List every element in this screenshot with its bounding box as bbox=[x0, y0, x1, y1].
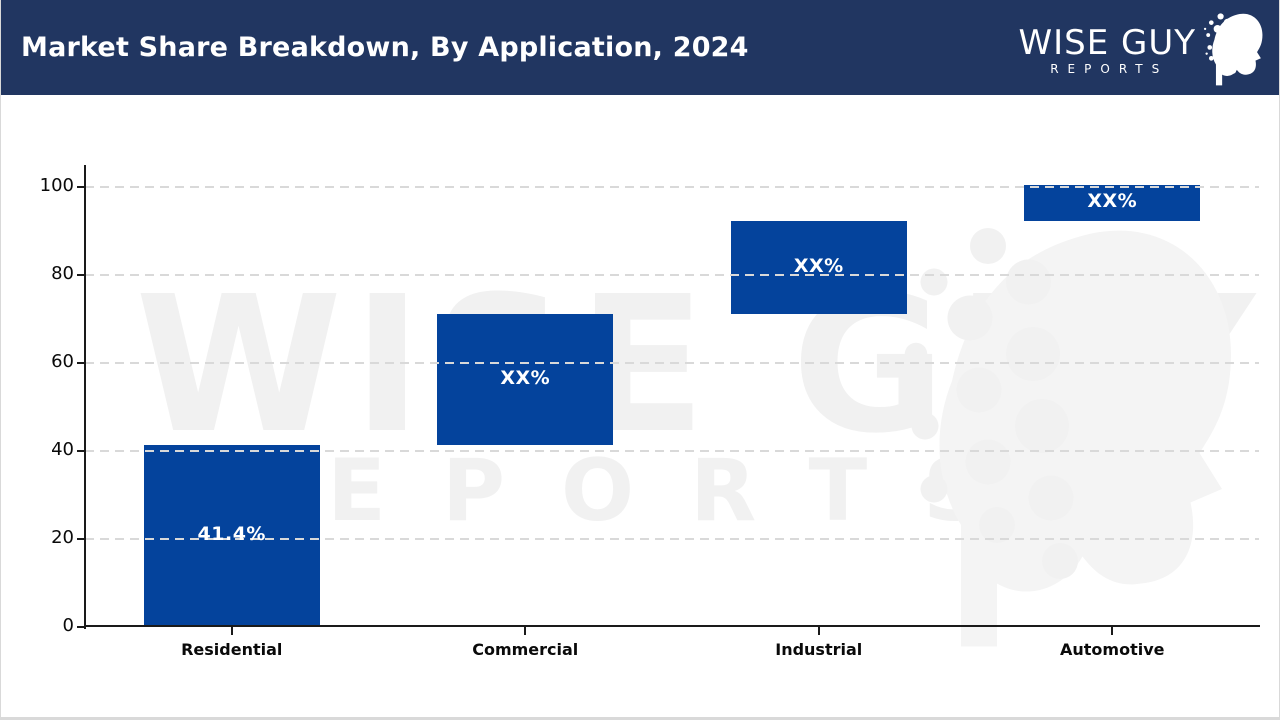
gridline-20 bbox=[85, 538, 1259, 540]
logo-text: WISE GUY REPORTS bbox=[1018, 26, 1196, 76]
logo-title: WISE GUY bbox=[1018, 23, 1196, 63]
x-tick-mark-automotive bbox=[1111, 627, 1114, 635]
y-tick-mark-0 bbox=[77, 626, 85, 628]
bar-value-label-residential: 41.4% bbox=[197, 522, 266, 545]
y-tick-mark-80 bbox=[77, 274, 85, 276]
y-tick-label-0: 0 bbox=[62, 615, 74, 636]
logo-subtitle: REPORTS bbox=[1050, 62, 1169, 76]
x-category-label-residential: Residential bbox=[181, 640, 283, 659]
x-axis-line bbox=[84, 625, 1260, 627]
bar-industrial bbox=[730, 220, 907, 315]
y-tick-mark-20 bbox=[77, 538, 85, 540]
x-category-label-automotive: Automotive bbox=[1060, 640, 1165, 659]
bar-value-label-industrial: XX% bbox=[793, 254, 844, 277]
bar-value-label-commercial: XX% bbox=[500, 366, 551, 389]
dotted-head-icon bbox=[1203, 13, 1263, 86]
page-title: Market Share Breakdown, By Application, … bbox=[21, 32, 749, 63]
bar-value-label-automotive: XX% bbox=[1087, 189, 1138, 212]
x-category-label-commercial: Commercial bbox=[472, 640, 579, 659]
gridline-80 bbox=[85, 274, 1259, 276]
y-tick-label-20: 20 bbox=[51, 527, 74, 548]
y-tick-mark-40 bbox=[77, 450, 85, 452]
wise-guy-reports-logo: WISE GUY REPORTS bbox=[1014, 8, 1264, 88]
y-tick-label-100: 100 bbox=[39, 175, 74, 196]
y-tick-label-40: 40 bbox=[51, 439, 74, 460]
bar-commercial bbox=[437, 314, 614, 445]
header-bar: Market Share Breakdown, By Application, … bbox=[0, 0, 1280, 95]
y-tick-label-60: 60 bbox=[51, 351, 74, 372]
x-tick-mark-residential bbox=[230, 627, 233, 635]
gridline-40 bbox=[85, 450, 1259, 452]
y-tick-mark-100 bbox=[77, 186, 85, 188]
x-tick-mark-industrial bbox=[817, 627, 820, 635]
y-tick-label-80: 80 bbox=[51, 263, 74, 284]
x-tick-mark-commercial bbox=[524, 627, 527, 635]
bar-automotive bbox=[1024, 184, 1201, 221]
bar-residential bbox=[143, 444, 320, 627]
gridline-60 bbox=[85, 362, 1259, 364]
x-category-label-industrial: Industrial bbox=[775, 640, 863, 659]
gridline-100 bbox=[85, 186, 1259, 188]
y-tick-mark-60 bbox=[77, 362, 85, 364]
y-axis-line bbox=[84, 165, 86, 629]
